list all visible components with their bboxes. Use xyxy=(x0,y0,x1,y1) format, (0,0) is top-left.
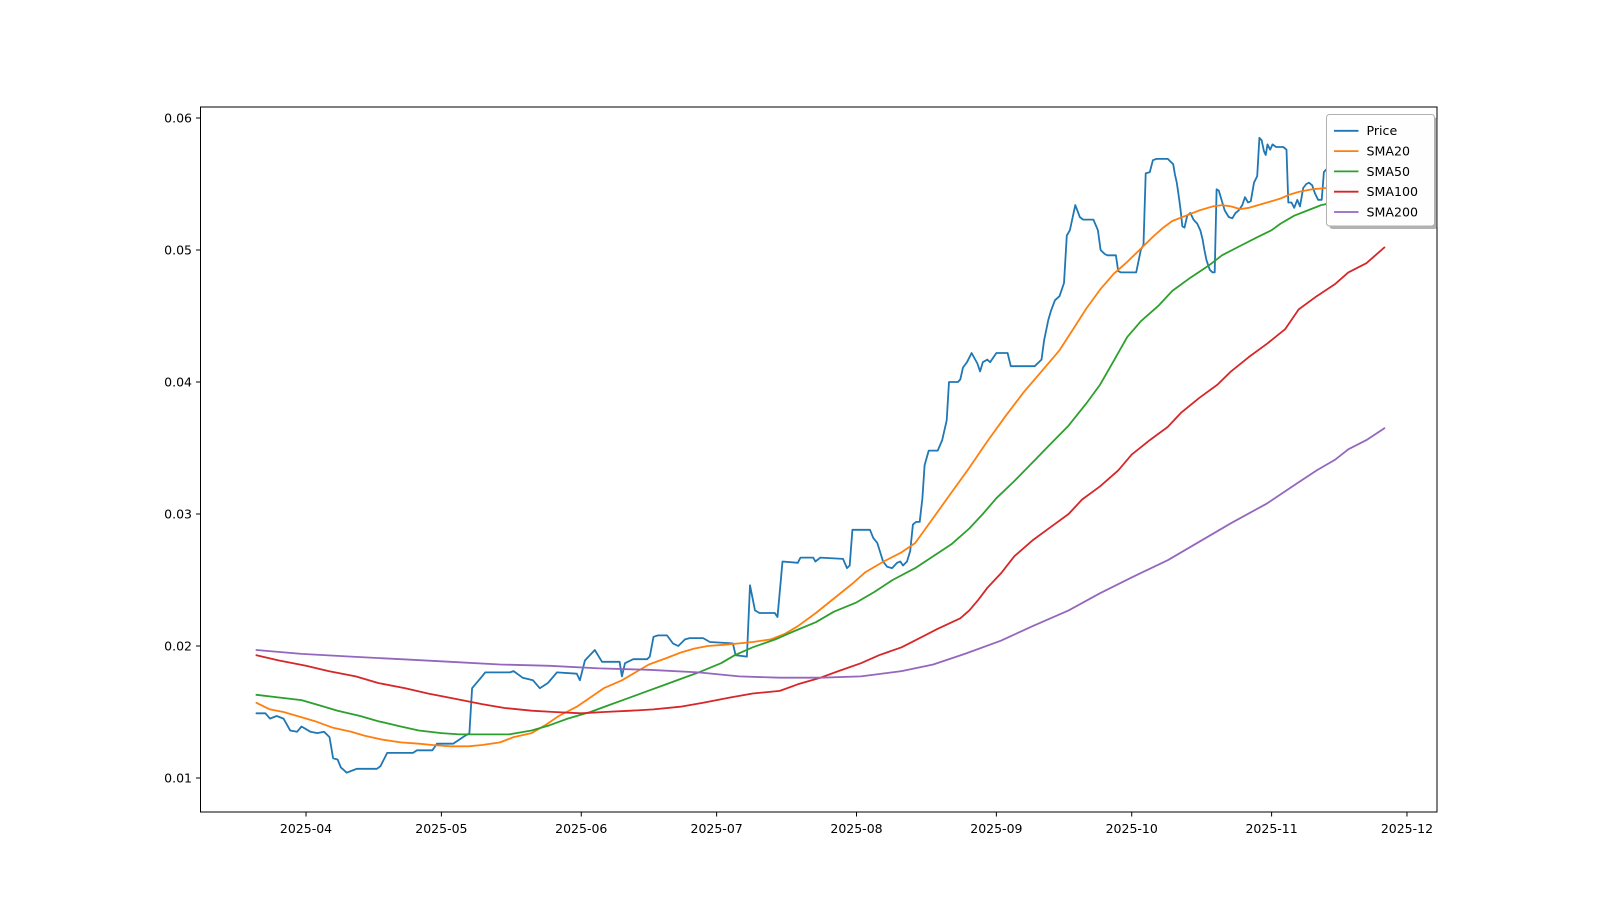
x-tick-label: 2025-04 xyxy=(280,821,332,836)
plot-border xyxy=(200,106,1438,813)
legend-label: Price xyxy=(1367,123,1398,138)
legend-item-sma200: SMA200 xyxy=(1334,204,1418,219)
legend-label: SMA200 xyxy=(1367,204,1419,219)
y-tick-label: 0.03 xyxy=(164,506,192,521)
y-tick-label: 0.05 xyxy=(164,242,192,257)
x-tick-label: 2025-06 xyxy=(555,821,607,836)
x-tick-label: 2025-07 xyxy=(691,821,743,836)
x-tick-label: 2025-12 xyxy=(1381,821,1433,836)
series-sma200-line xyxy=(255,427,1386,679)
x-tick-label: 2025-11 xyxy=(1245,821,1297,836)
legend-label: SMA20 xyxy=(1367,144,1411,159)
series-sma20-line xyxy=(255,177,1386,748)
legend: Price SMA20 SMA50 SMA100 SMA200 xyxy=(1326,114,1438,229)
y-tick-label: 0.02 xyxy=(164,638,192,653)
legend-item-price: Price xyxy=(1334,123,1397,138)
legend-item-sma50: SMA50 xyxy=(1334,164,1410,179)
x-tick-label: 2025-10 xyxy=(1106,821,1158,836)
y-tick-label: 0.01 xyxy=(164,770,192,785)
x-tick-label: 2025-09 xyxy=(970,821,1022,836)
legend-box xyxy=(1326,114,1435,227)
x-tick-label: 2025-05 xyxy=(415,821,467,836)
y-tick-label: 0.04 xyxy=(164,374,192,389)
legend-label: SMA50 xyxy=(1367,164,1411,179)
legend-item-sma100: SMA100 xyxy=(1334,184,1418,199)
series-price-line xyxy=(255,136,1386,774)
series-sma50-line xyxy=(255,195,1386,736)
legend-label: SMA100 xyxy=(1367,184,1419,199)
y-tick-label: 0.06 xyxy=(164,110,192,125)
y-axis: 0.01 0.02 0.03 0.04 0.05 0.06 xyxy=(164,110,201,785)
legend-item-sma20: SMA20 xyxy=(1334,144,1410,159)
series-group xyxy=(255,136,1386,774)
x-axis: 2025-04 2025-05 2025-06 2025-07 2025-08 2025-… xyxy=(280,812,1433,836)
x-tick-label: 2025-08 xyxy=(830,821,882,836)
series-sma100-line xyxy=(255,246,1386,715)
